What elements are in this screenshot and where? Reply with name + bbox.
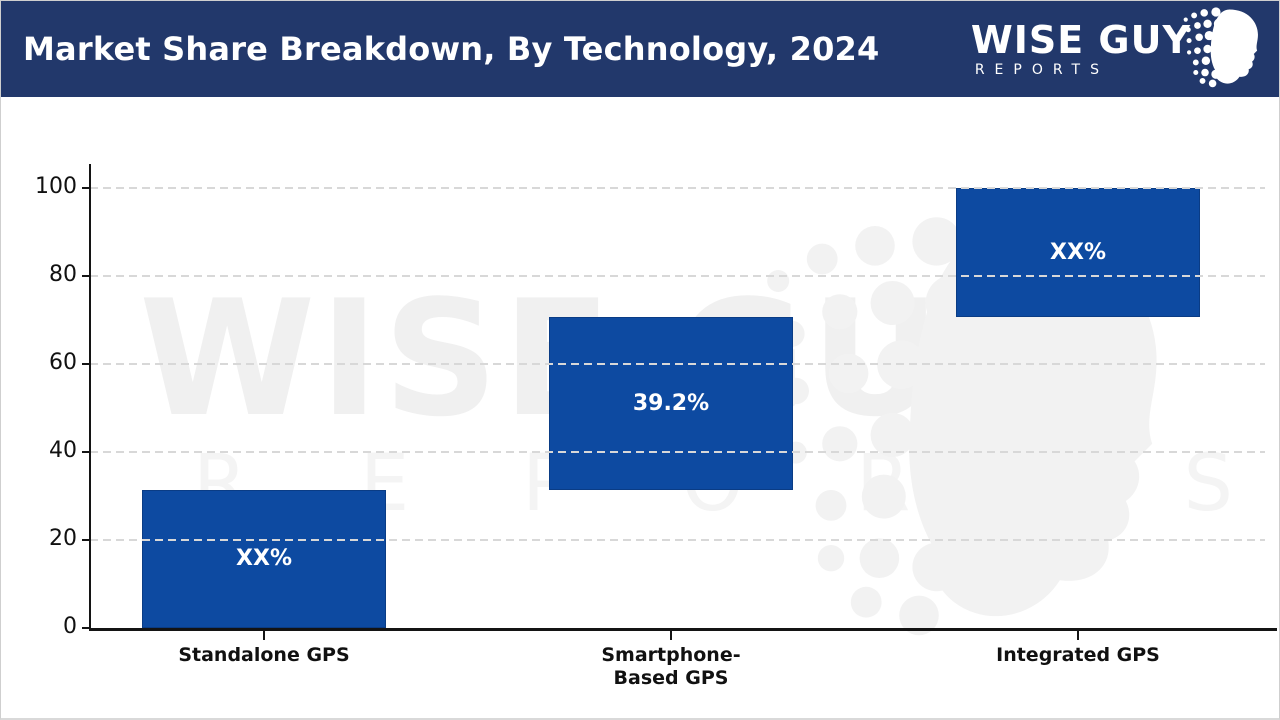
bar-value-label: XX% [236,546,292,572]
brand-name: WISE GUY [970,17,1191,62]
gridline [90,362,1265,365]
x-axis-tick [1077,631,1079,640]
gridline [90,450,1265,453]
y-tick-label: 20 [49,525,77,551]
y-axis-tick [82,274,90,277]
y-tick-label: 0 [63,614,77,639]
y-axis-tick [82,362,90,365]
y-axis-tick [82,450,90,453]
x-category-label: Standalone GPS [178,644,350,666]
x-axis-tick [670,631,672,640]
brand-logo: WISE GUY REPORTS [971,1,1265,97]
gridline [90,538,1265,541]
bar: 39.2% [549,317,793,490]
header: Market Share Breakdown, By Technology, 2… [1,1,1279,97]
y-axis [89,164,91,630]
y-axis-tick [82,627,90,629]
y-tick-label: 80 [49,261,77,287]
y-axis-tick [82,538,90,541]
y-tick-label: 100 [35,173,77,199]
x-category-label: Smartphone-Based GPS [601,644,741,690]
x-axis [89,628,1277,631]
bar-value-label: 39.2% [632,390,710,416]
brand-subtitle: REPORTS [974,61,1109,78]
chart-area: WISE GUY R E P O R T S 020406080100XX%39… [1,97,1279,718]
y-tick-label: 40 [49,437,77,463]
bar-value-label: XX% [1050,239,1106,265]
bar: XX% [142,489,386,628]
y-axis-tick [82,186,90,189]
gridline [90,274,1265,277]
page-title: Market Share Breakdown, By Technology, 2… [23,30,880,68]
y-tick-label: 60 [49,349,77,375]
x-axis-tick [263,631,265,640]
brand-logo-text: WISE GUY REPORTS [971,21,1191,78]
gridline [90,186,1265,189]
x-category-label: Integrated GPS [996,644,1160,666]
bar: XX% [956,187,1200,317]
